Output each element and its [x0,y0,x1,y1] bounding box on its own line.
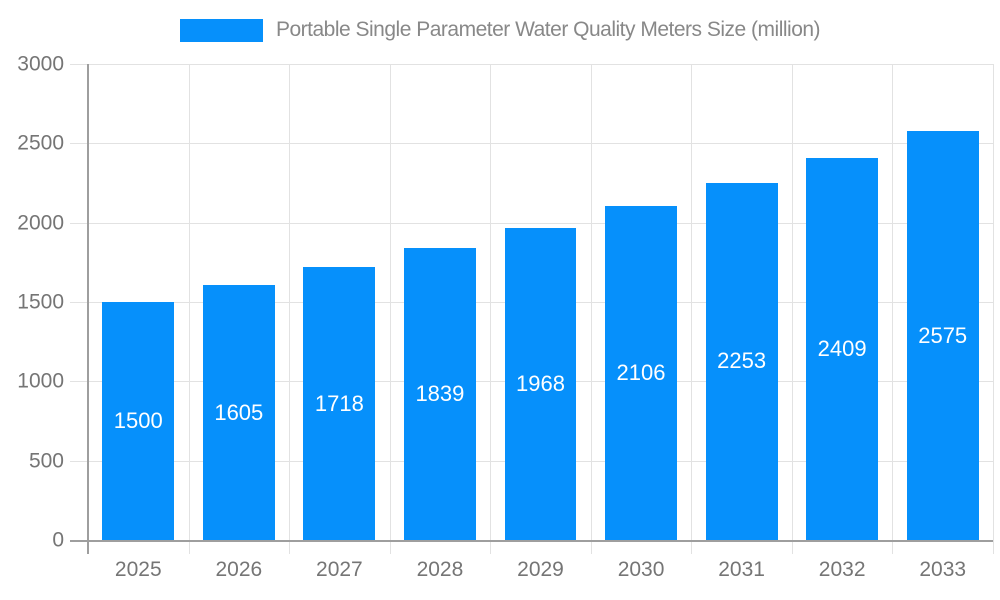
y-tick-label: 1000 [17,369,64,393]
x-grid-line [289,64,291,554]
x-grid-line [590,64,592,554]
y-axis-line [87,64,89,554]
y-grid-line [70,143,993,145]
bar[interactable]: 1839 [403,248,476,540]
bar[interactable]: 2106 [605,205,677,540]
bar[interactable]: 2253 [705,182,778,540]
x-tick-label: 2032 [818,558,866,581]
legend-swatch-icon [179,18,263,42]
x-tick-label: 2028 [416,558,464,581]
bar[interactable]: 1718 [303,267,376,540]
bar-value-label: 1500 [113,408,163,433]
y-tick-label: 500 [28,449,64,473]
x-tick-label: 2029 [517,558,564,581]
y-tick-label: 2000 [17,211,64,235]
bar[interactable]: 2409 [806,157,879,540]
y-grid-line [70,222,993,224]
legend[interactable]: Portable Single Parameter Water Quality … [0,17,1000,43]
x-axis-line [70,540,993,542]
bar[interactable]: 1605 [202,285,275,540]
bar-value-label: 2253 [717,348,767,374]
bar-value-label: 1968 [516,370,565,396]
bar-value-label: 2409 [817,335,867,361]
y-tick-label: 2500 [17,131,64,155]
x-tick-label: 2025 [114,558,162,581]
bar-value-label: 1605 [214,399,264,425]
y-tick-label: 3000 [17,52,64,76]
y-tick-label: 0 [52,528,64,552]
x-grid-line [490,64,492,554]
x-grid-line [892,64,894,554]
y-grid-line [70,64,993,65]
x-grid-line [188,64,190,554]
x-grid-line [993,64,994,554]
x-tick-label: 2027 [316,558,363,581]
legend-label: Portable Single Parameter Water Quality … [275,18,821,41]
bar-value-label: 1839 [415,381,465,407]
x-grid-line [691,64,693,554]
x-grid-line [791,64,793,554]
bar[interactable]: 1968 [504,227,577,540]
x-tick-label: 2030 [617,558,665,581]
bar[interactable]: 1500 [102,302,175,540]
bar-value-label: 2575 [918,322,968,348]
x-grid-line [389,64,391,554]
x-tick-label: 2033 [919,558,967,581]
plot-area: 0 500 1000 1500 2000 2500 3000 2025 1500 2026 1605… [17,54,994,581]
y-tick-label: 1500 [17,290,64,314]
x-tick-label: 2026 [215,558,263,581]
x-tick-label: 2031 [718,558,765,581]
bar-value-label: 1718 [314,390,364,416]
bar[interactable]: 2575 [906,131,979,540]
bar-value-label: 2106 [616,359,666,385]
